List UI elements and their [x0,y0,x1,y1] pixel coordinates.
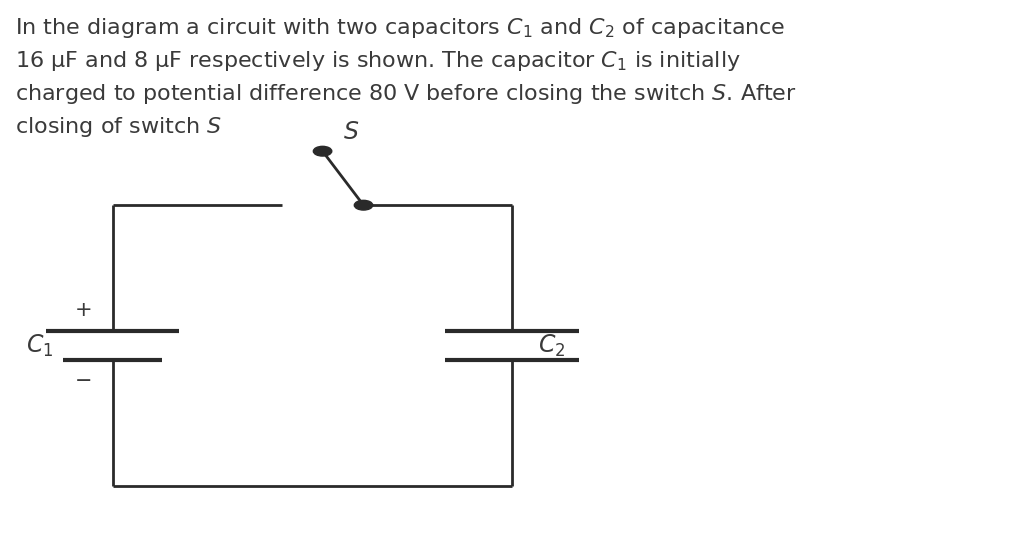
Circle shape [313,146,332,156]
Circle shape [354,200,373,210]
Text: $S$: $S$ [343,120,359,144]
Text: −: − [75,370,93,391]
Text: $C_2$: $C_2$ [538,333,565,359]
Text: In the diagram a circuit with two capacitors $C_1$ and $C_2$ of capacitance
16 μ: In the diagram a circuit with two capaci… [15,16,797,139]
Text: $C_1$: $C_1$ [26,333,53,359]
Text: +: + [75,300,93,321]
